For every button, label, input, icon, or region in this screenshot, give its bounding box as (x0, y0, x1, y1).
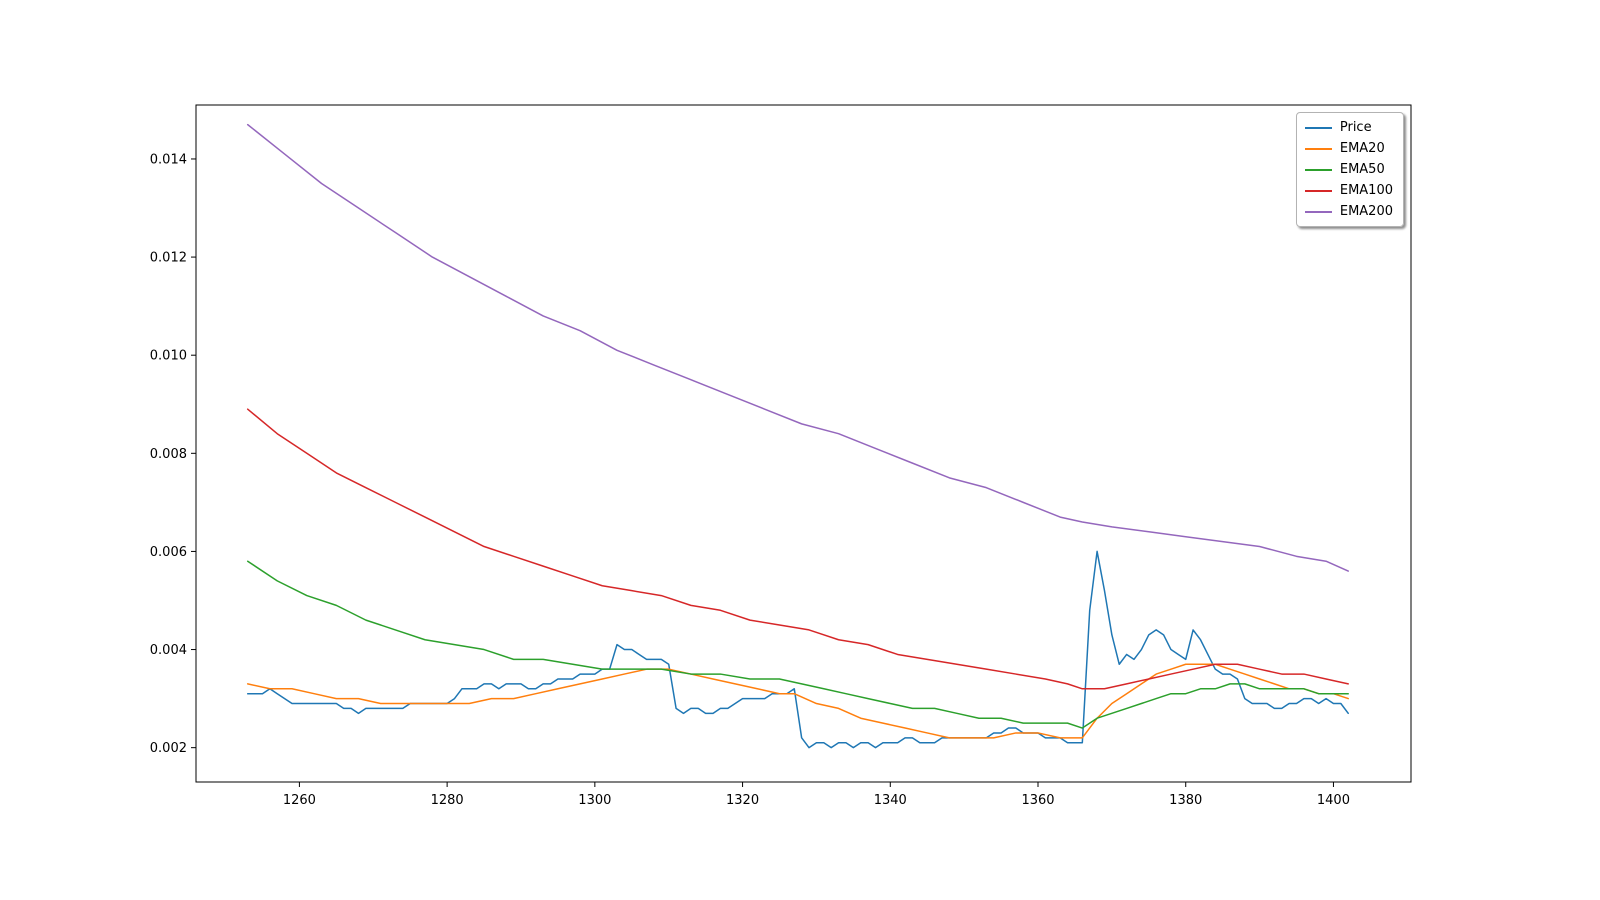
legend-line-swatch (1304, 126, 1332, 129)
x-tick-label: 1280 (431, 793, 464, 808)
legend: Price EMA20 EMA50 EMA100 EMA200 (1295, 112, 1404, 227)
x-tick-label: 1320 (726, 793, 759, 808)
legend-label: EMA20 (1339, 141, 1385, 156)
x-tick-label: 1340 (874, 793, 907, 808)
legend-label: Price (1339, 120, 1372, 135)
series-line-ema20 (246, 663, 1349, 739)
y-tick-label: 0.004 (150, 643, 187, 658)
x-tick-label: 1400 (1317, 793, 1350, 808)
legend-item-ema100: EMA100 (1304, 182, 1393, 199)
legend-label: EMA50 (1339, 162, 1385, 177)
y-tick-label: 0.002 (150, 741, 187, 756)
x-tick-label: 1300 (578, 793, 611, 808)
legend-line-swatch (1304, 147, 1332, 150)
legend-item-ema200: EMA200 (1304, 203, 1393, 220)
y-tick-label: 0.006 (150, 545, 187, 560)
legend-label: EMA200 (1339, 204, 1393, 219)
x-tick-label: 1260 (283, 793, 316, 808)
y-tick-label: 0.008 (150, 447, 187, 462)
legend-item-ema50: EMA50 (1304, 161, 1393, 178)
legend-label: EMA100 (1339, 183, 1393, 198)
axes-frame (195, 104, 1412, 783)
y-tick-label: 0.010 (150, 349, 187, 364)
legend-line-swatch (1304, 210, 1332, 213)
series-line-ema200 (246, 123, 1349, 572)
legend-item-ema20: EMA20 (1304, 140, 1393, 157)
y-tick-label: 0.012 (150, 251, 187, 266)
legend-line-swatch (1304, 189, 1332, 192)
series-line-ema100 (246, 408, 1349, 690)
y-tick-label: 0.014 (150, 152, 187, 167)
legend-item-price: Price (1304, 119, 1393, 136)
x-tick-label: 1360 (1021, 793, 1054, 808)
series-line-ema50 (246, 560, 1349, 729)
series-line-price (246, 550, 1349, 749)
x-tick-label: 1380 (1169, 793, 1202, 808)
legend-line-swatch (1304, 168, 1332, 171)
